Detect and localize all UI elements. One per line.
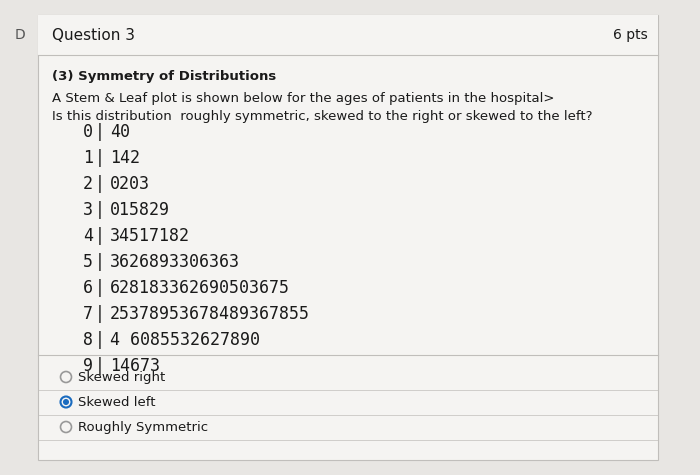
Text: Skewed right: Skewed right xyxy=(78,370,165,383)
Text: 3626893306363: 3626893306363 xyxy=(110,253,240,271)
Text: Roughly Symmetric: Roughly Symmetric xyxy=(78,420,208,434)
Text: A Stem & Leaf plot is shown below for the ages of patients in the hospital>: A Stem & Leaf plot is shown below for th… xyxy=(52,92,554,105)
Text: |: | xyxy=(95,305,105,323)
Text: 6 pts: 6 pts xyxy=(613,28,648,42)
Text: 0: 0 xyxy=(83,123,93,141)
Text: 14673: 14673 xyxy=(110,357,160,375)
Text: 34517182: 34517182 xyxy=(110,227,190,245)
Text: |: | xyxy=(95,253,105,271)
Text: 8: 8 xyxy=(83,331,93,349)
Text: 6: 6 xyxy=(83,279,93,297)
Text: |: | xyxy=(95,201,105,219)
Text: 3: 3 xyxy=(83,201,93,219)
Text: 142: 142 xyxy=(110,149,140,167)
Text: (3) Symmetry of Distributions: (3) Symmetry of Distributions xyxy=(52,70,276,83)
Text: |: | xyxy=(95,279,105,297)
Text: |: | xyxy=(95,357,105,375)
Text: |: | xyxy=(95,149,105,167)
Text: Question 3: Question 3 xyxy=(52,28,135,42)
Text: 9: 9 xyxy=(83,357,93,375)
Bar xyxy=(38,15,658,55)
Text: 4 6085532627890: 4 6085532627890 xyxy=(110,331,260,349)
Text: 628183362690503675: 628183362690503675 xyxy=(110,279,290,297)
Circle shape xyxy=(63,399,69,405)
Text: 015829: 015829 xyxy=(110,201,170,219)
Text: 5: 5 xyxy=(83,253,93,271)
Text: 4: 4 xyxy=(83,227,93,245)
Text: 25378953678489367855: 25378953678489367855 xyxy=(110,305,310,323)
Text: |: | xyxy=(95,227,105,245)
Text: |: | xyxy=(95,123,105,141)
Text: 2: 2 xyxy=(83,175,93,193)
Text: 7: 7 xyxy=(83,305,93,323)
Bar xyxy=(38,15,658,460)
Text: D: D xyxy=(15,28,25,42)
Text: 1: 1 xyxy=(83,149,93,167)
Text: 40: 40 xyxy=(110,123,130,141)
Text: |: | xyxy=(95,331,105,349)
Text: |: | xyxy=(95,175,105,193)
Text: 0203: 0203 xyxy=(110,175,150,193)
Text: Is this distribution  roughly symmetric, skewed to the right or skewed to the le: Is this distribution roughly symmetric, … xyxy=(52,110,592,123)
Text: Skewed left: Skewed left xyxy=(78,396,155,408)
